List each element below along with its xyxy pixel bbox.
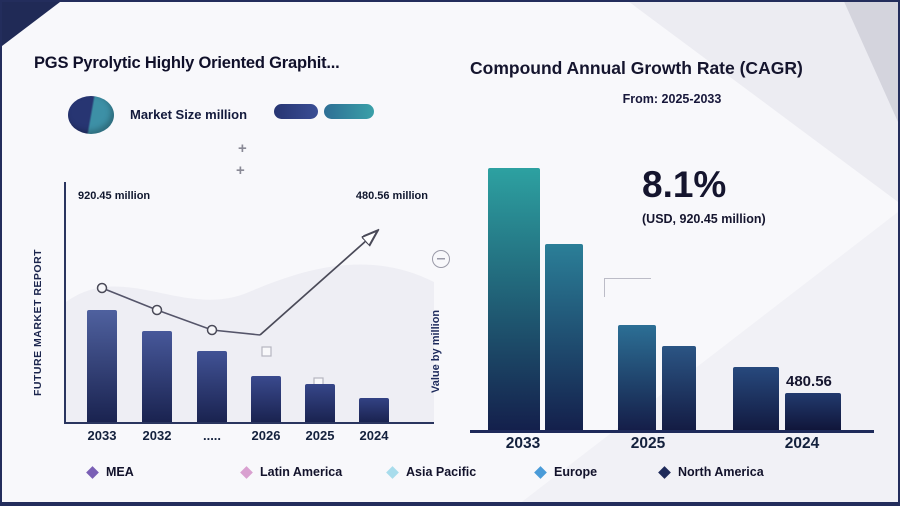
cagr-title: Compound Annual Growth Rate (CAGR) [470,58,803,78]
cagr-bar-2024-series-2 [785,393,841,430]
market-size-label: Market Size million [130,107,248,122]
right-xaxis-label-2025: 2025 [630,435,666,452]
legend-label: Latin America [260,465,343,479]
legend-item-north-america: North America [658,465,764,479]
value-annotation-2024: 480.56 million [355,190,428,202]
cagr-usd-detail: (USD, 920.45 million) [642,212,766,226]
legend-diamond-icon [240,465,253,479]
market-size-bar-..... [197,351,227,422]
legend-diamond-icon [86,465,99,479]
right-xaxis-label-2024: 2024 [784,435,820,452]
value-annotation-2033: 920.45 million [78,190,151,202]
left-xaxis-label-.....: ..... [202,428,222,443]
step-bracket-decoration [604,278,651,297]
market-size-bar-2033 [87,310,117,422]
left-xaxis-label-2024: 2024 [359,428,389,443]
cagr-bar-2033-series-1 [488,168,540,430]
legend-label: MEA [106,465,134,479]
bar-value-2024: 480.56 [786,373,832,390]
legend-item-mea: MEA [86,465,134,479]
legend-item-asia-pacific: Asia Pacific [386,465,477,479]
plus-decoration: + [236,162,245,179]
region-legend: MEA Latin America Asia Pacific Europe North … [2,465,898,489]
pill-decoration-navy [274,104,318,119]
legend-item-latin-america: Latin America [240,465,343,479]
cagr-bar-2025-series-2 [662,346,696,430]
left-xaxis-label-2025: 2025 [305,428,335,443]
legend-label: Europe [554,465,598,479]
legend-item-europe: Europe [534,465,598,479]
market-size-chart: 920.45 million 480.56 million [64,182,434,424]
right-y-axis-label: Value by million [430,309,442,393]
cagr-percentage: 8.1% [642,164,727,205]
circle-dash-icon [432,250,450,268]
legend-diamond-icon [534,465,547,479]
legend-diamond-icon [658,465,671,479]
market-size-bar-2025 [305,384,335,422]
cagr-bar-2033-series-2 [545,244,583,430]
legend-label: Asia Pacific [406,465,477,479]
market-size-bars [64,182,434,424]
market-size-bar-2032 [142,331,172,422]
market-size-bar-2026 [251,376,281,422]
cagr-bar-2024-series-1 [733,367,779,430]
pill-decoration-teal [324,104,374,119]
left-chart-y-axis [64,182,66,424]
cagr-subtitle: From: 2025-2033 [622,92,722,106]
cagr-bar-2025-series-1 [618,325,656,430]
watermark-vertical-label: FUTURE MARKET REPORT [32,248,44,396]
legend-label: North America [678,465,764,479]
left-xaxis-label-2033: 2033 [87,428,117,443]
market-size-bar-2024 [359,398,389,422]
left-xaxis-label-2026: 2026 [251,428,281,443]
plus-decoration: + [238,140,247,157]
market-size-sphere-icon [68,96,114,134]
left-xaxis-label-2032: 2032 [142,428,172,443]
left-chart-title: PGS Pyrolytic Highly Oriented Graphit... [34,54,340,72]
left-chart-x-axis [64,422,434,424]
right-chart-x-axis [470,430,874,433]
right-xaxis-label-2033: 2033 [505,435,541,452]
legend-diamond-icon [386,465,399,479]
